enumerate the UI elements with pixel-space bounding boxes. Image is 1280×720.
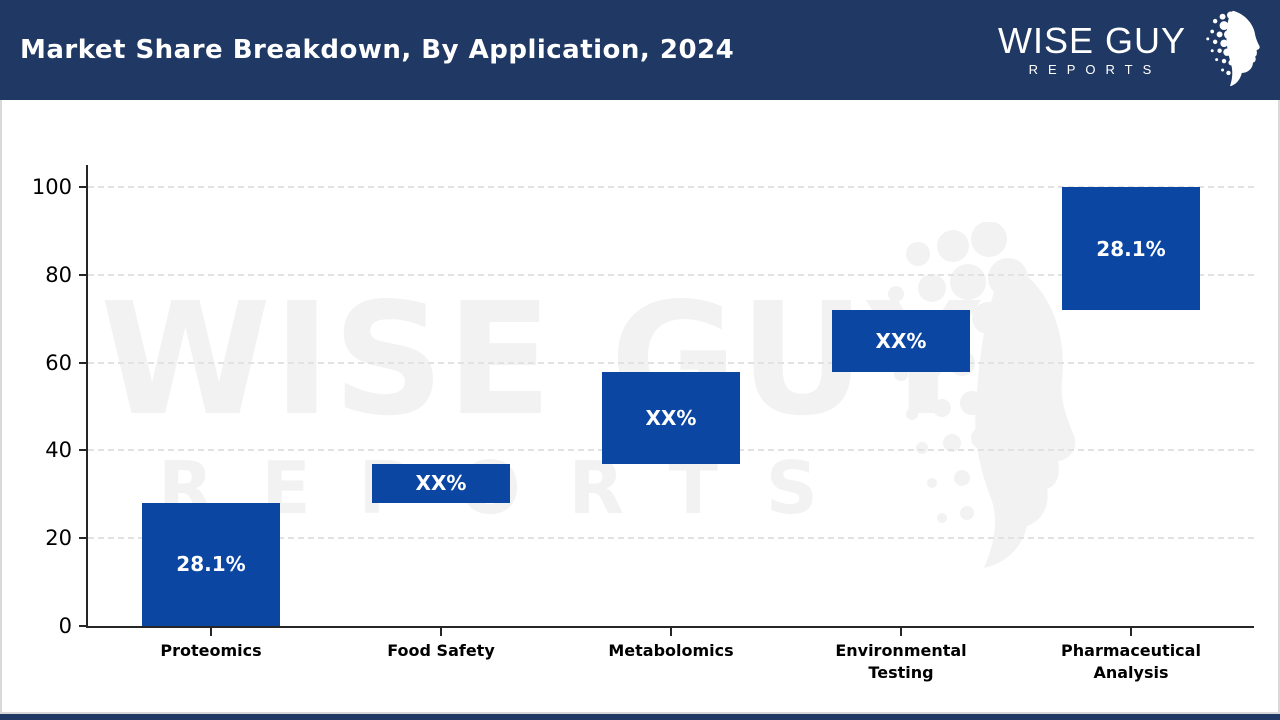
y-tick-100 [79,186,88,188]
x-tick-3 [900,628,902,636]
gridline-20 [88,537,1254,540]
bar-value-label-0: 28.1% [176,552,246,577]
chart-title: Market Share Breakdown, By Application, … [20,35,735,65]
logo-subtitle: REPORTS [1028,62,1162,77]
bar-metabolomics: XX% [602,371,740,464]
x-label-2: Metabolomics [608,641,734,660]
y-tick-label-80: 80 [45,262,72,287]
bar-value-label-4: 28.1% [1096,236,1166,261]
gridline-60 [88,361,1254,364]
bar-value-label-3: XX% [875,329,927,354]
bar-food-safety: XX% [372,464,510,503]
x-label-0: Proteomics [160,641,262,660]
x-axis-line [86,626,1254,628]
y-tick-80 [79,273,88,276]
y-tick-60 [79,361,88,364]
x-label-1: Food Safety [387,641,495,660]
bar-environmental-testing: XX% [832,310,970,372]
header: Market Share Breakdown, By Application, … [0,0,1280,100]
gridline-100 [88,186,1254,188]
x-tick-4 [1130,628,1132,636]
x-label-4: Pharmaceutical Analysis [1061,641,1201,682]
gridline-80 [88,273,1254,276]
x-tick-1 [440,628,442,636]
y-axis-line [86,165,88,628]
y-tick-label-60: 60 [45,350,72,375]
logo-text: WISE GUY REPORTS [997,20,1186,78]
bar-proteomics: 28.1% [142,502,280,626]
x-tick-2 [670,628,672,636]
footer-bar [0,714,1280,720]
y-tick-label-20: 20 [45,526,72,551]
bar-value-label-2: XX% [645,405,697,430]
y-tick-0 [79,625,88,627]
y-tick-label-40: 40 [45,438,72,463]
logo-name: WISE GUY [997,20,1186,61]
wiseguy-logo: WISE GUY REPORTS [998,6,1264,94]
y-tick-label-0: 0 [58,614,72,638]
bar-pharmaceutical-analysis: 28.1% [1062,187,1200,311]
bar-value-label-1: XX% [415,471,467,496]
y-tick-label-100: 100 [31,175,72,199]
x-label-3: Environmental Testing [835,641,967,682]
chart-border [0,100,1280,714]
x-tick-0 [210,628,212,636]
wiseguy-face-icon [1206,10,1260,87]
y-tick-20 [79,537,88,540]
y-tick-40 [79,449,88,452]
